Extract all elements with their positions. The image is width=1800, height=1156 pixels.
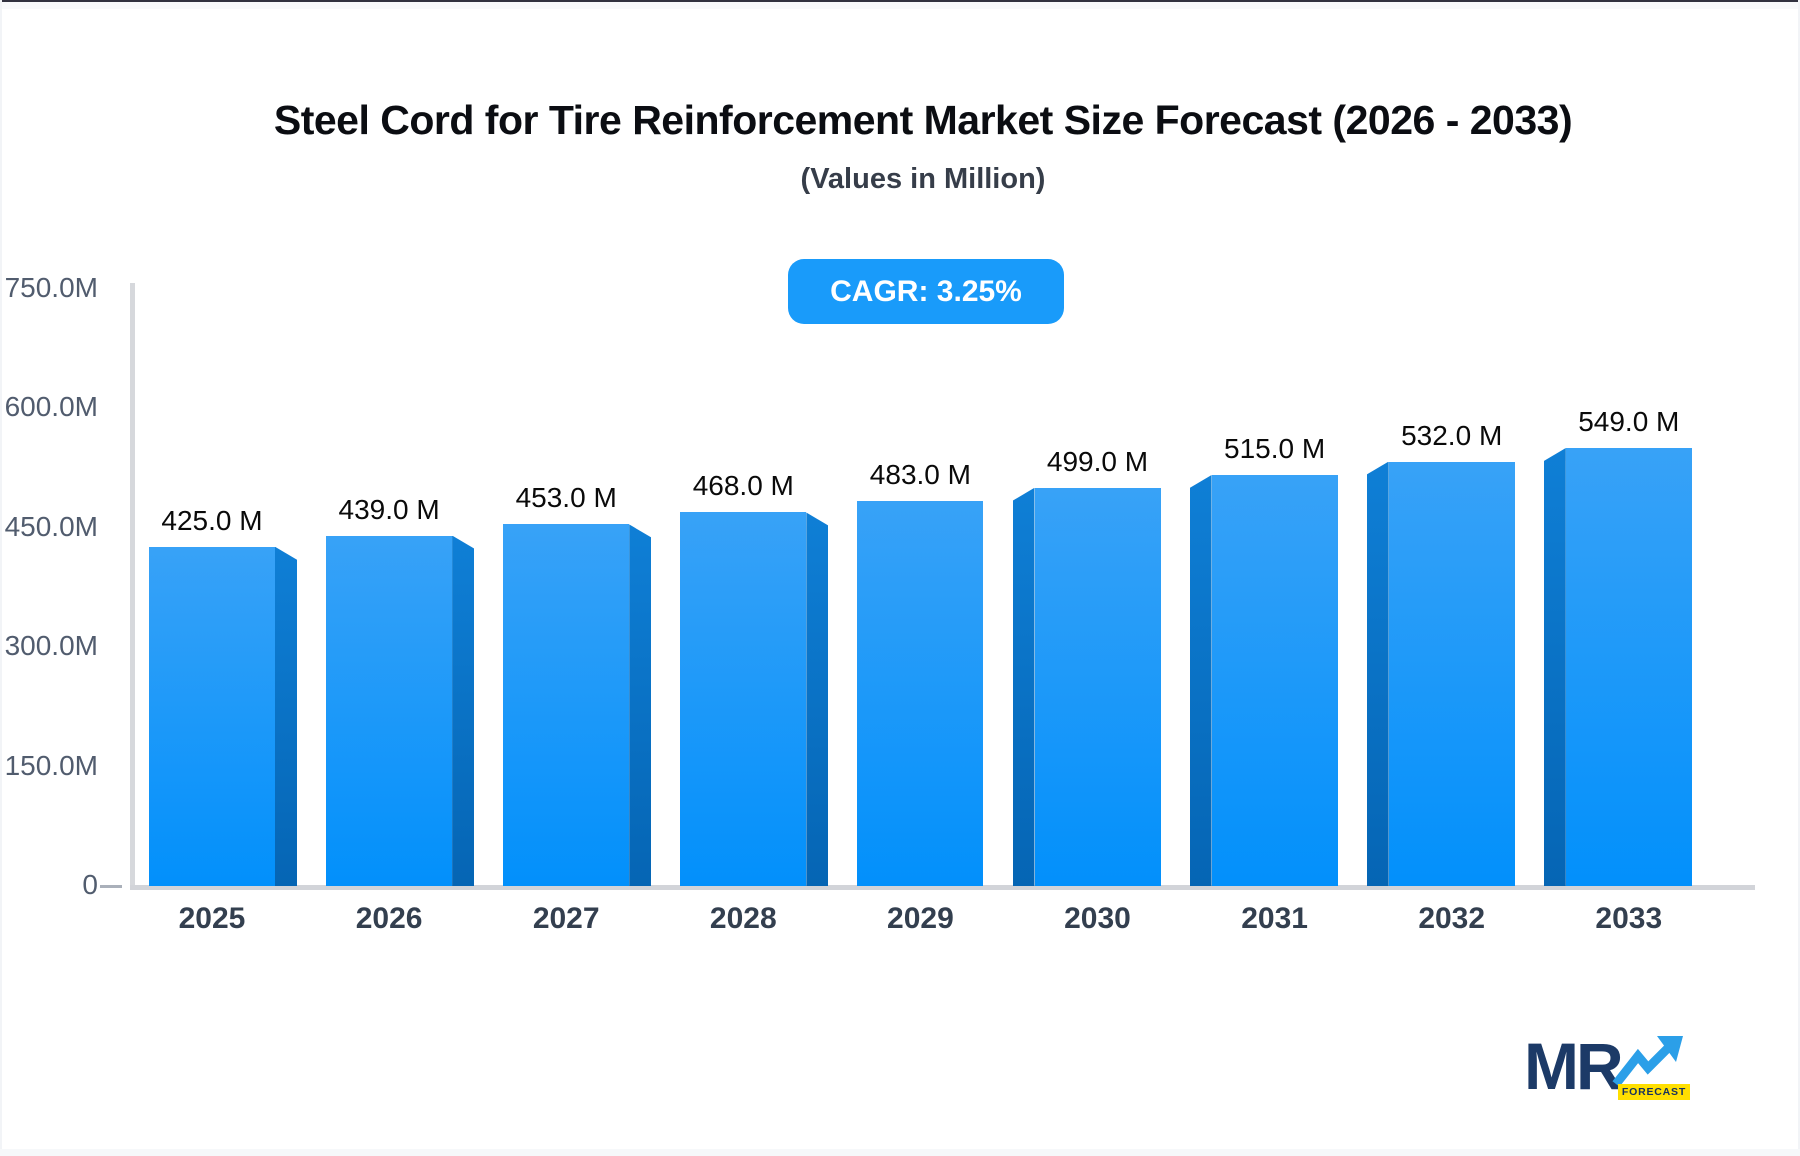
bar-2028[interactable]	[680, 512, 807, 886]
bar-2025[interactable]	[149, 546, 275, 886]
logo-mr-text: MR	[1524, 1029, 1624, 1103]
bar-side-face	[452, 535, 475, 886]
x-axis	[130, 885, 1755, 890]
bar-value-label: 439.0 M	[338, 493, 440, 525]
bar-side-face	[629, 524, 652, 886]
y-axis-label: 300.0M	[4, 630, 98, 662]
bar-side-face	[1189, 475, 1212, 886]
bar-value-label: 468.0 M	[692, 470, 794, 502]
bar-2027[interactable]	[503, 524, 630, 886]
top-border	[0, 0, 1800, 2]
x-axis-label: 2031	[1241, 902, 1308, 935]
bar-value-label: 499.0 M	[1046, 445, 1149, 477]
bar-2030[interactable]	[1034, 487, 1161, 886]
x-axis-label: 2026	[355, 902, 423, 935]
bar-side-face	[1012, 487, 1035, 886]
cagr-badge: CAGR: 3.25%	[788, 259, 1064, 324]
top-border-light	[0, 2, 1800, 9]
y-axis-label: 0	[82, 869, 98, 900]
x-axis-label: 2032	[1418, 902, 1486, 935]
left-border	[0, 0, 2, 1156]
bar-value-label: 453.0 M	[515, 482, 617, 514]
chart-subtitle: (Values in Million)	[800, 163, 1046, 195]
bar-value-label: 549.0 M	[1578, 405, 1680, 437]
y-axis-label: 150.0M	[4, 749, 98, 781]
x-axis-label: 2025	[178, 902, 246, 935]
bar-value-label: 483.0 M	[869, 458, 971, 490]
zero-tick-mark	[100, 885, 122, 888]
bar-side-face	[806, 512, 829, 886]
bar-value-label: 532.0 M	[1401, 419, 1503, 451]
y-axis-label: 600.0M	[4, 391, 98, 423]
x-axis-label: 2033	[1595, 902, 1663, 935]
bar-side-face	[275, 546, 297, 886]
trend-arrow-icon	[1612, 1036, 1683, 1087]
logo-forecast-badge: FORECAST	[1618, 1084, 1690, 1100]
x-axis-label: 2029	[887, 902, 954, 935]
chart-title: Steel Cord for Tire Reinforcement Market…	[273, 97, 1573, 143]
bottom-border	[0, 1149, 1800, 1156]
y-axis-label: 450.0M	[4, 510, 98, 542]
mr-forecast-logo: MR FORECAST	[1524, 1029, 1724, 1104]
bar-2032[interactable]	[1388, 461, 1515, 886]
x-axis-label: 2028	[709, 902, 777, 935]
bar-2026[interactable]	[326, 535, 453, 886]
x-axis-label: 2030	[1064, 902, 1131, 935]
bar-side-face	[1543, 447, 1566, 886]
y-axis-label: 750.0M	[4, 272, 98, 303]
bar-2029[interactable]	[857, 500, 984, 886]
bar-value-label: 425.0 M	[161, 504, 263, 536]
bar-2033[interactable]	[1565, 447, 1692, 886]
x-axis-label: 2027	[532, 902, 600, 935]
bar-2031[interactable]	[1211, 475, 1338, 886]
bar-value-label: 515.0 M	[1224, 433, 1326, 465]
right-border	[1798, 0, 1800, 1156]
bar-side-face	[1366, 461, 1389, 886]
y-axis	[130, 283, 135, 890]
